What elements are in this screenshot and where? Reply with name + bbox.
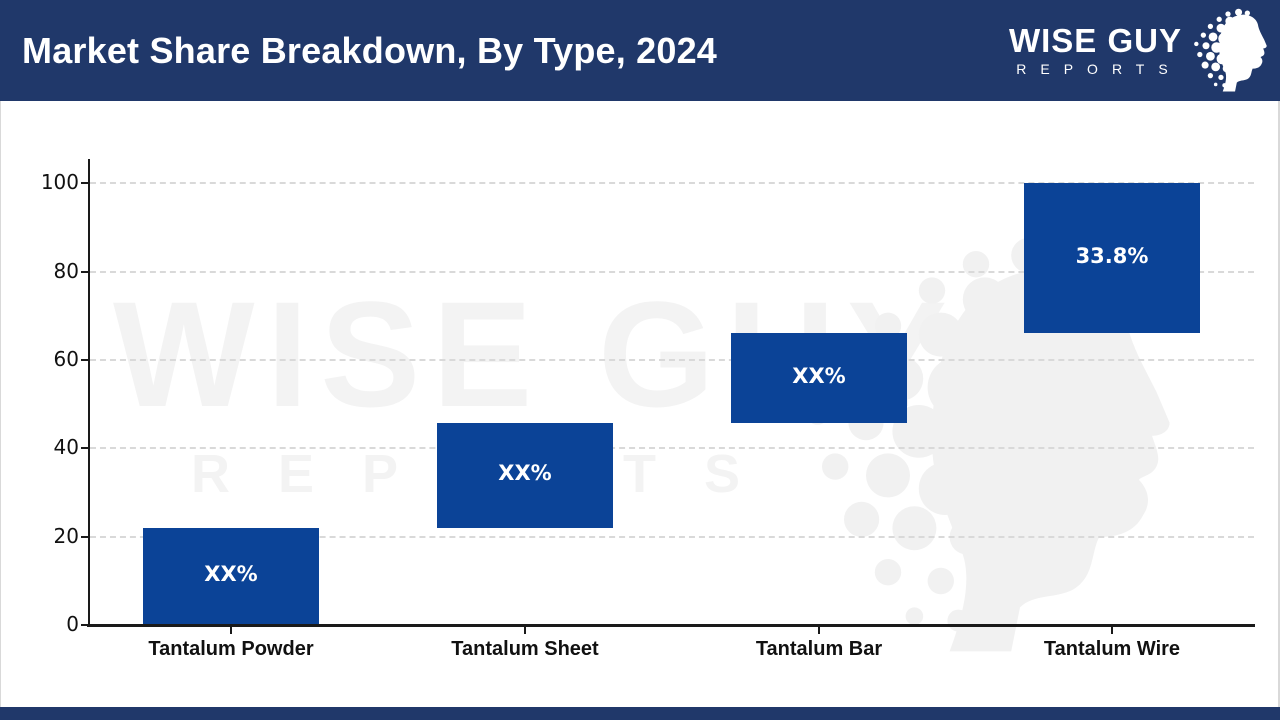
bar-tantalum-sheet	[437, 423, 613, 528]
header-bar: Market Share Breakdown, By Type, 2024 WI…	[0, 0, 1280, 101]
x-tick	[1111, 627, 1113, 634]
y-tick-20	[81, 535, 88, 538]
category-label: Tantalum Powder	[148, 638, 314, 660]
gridline-40	[90, 447, 1254, 450]
y-tick-label: 60	[53, 346, 79, 371]
y-tick-label: 0	[66, 612, 79, 636]
y-tick-label: 80	[53, 258, 79, 283]
y-tick-100	[81, 182, 88, 185]
y-axis-line	[88, 159, 90, 627]
wiseguy-head-icon	[1194, 8, 1267, 91]
bar-tantalum-bar	[731, 332, 907, 424]
gridline-80	[90, 270, 1254, 273]
bar-value-label: XX%	[204, 562, 258, 587]
bar-tantalum-powder	[143, 527, 319, 625]
wiseguy-logo: WISE GUY REPORTS	[1009, 0, 1272, 101]
x-tick	[230, 627, 232, 634]
page-title: Market Share Breakdown, By Type, 2024	[22, 29, 718, 71]
y-tick-label: 20	[53, 523, 79, 548]
logo-text: WISE GUY REPORTS	[1008, 21, 1182, 78]
x-axis-line	[87, 624, 1255, 627]
y-tick-0	[81, 624, 88, 626]
bar-value-label: XX%	[792, 363, 846, 388]
bar-value-label: XX%	[498, 461, 552, 486]
y-tick-label: 40	[53, 435, 79, 460]
logo-wordmark: WISE GUY	[1008, 21, 1182, 59]
gridline-100	[90, 182, 1254, 185]
category-label: Tantalum Wire	[1043, 638, 1181, 660]
footer-bar	[0, 707, 1280, 720]
y-tick-80	[81, 270, 88, 273]
gridline-20	[90, 535, 1254, 538]
category-label: Tantalum Bar	[755, 638, 883, 660]
bar-tantalum-wire	[1024, 183, 1200, 333]
bar-chart: 0 20 40 60 80 100 XX% Tantalum Powder XX% Tantalu…	[1, 101, 1280, 707]
logo-subtitle: REPORTS	[1016, 60, 1182, 77]
bar-value-label: 33.8%	[1075, 243, 1149, 268]
x-tick	[524, 627, 526, 634]
x-tick	[818, 627, 820, 634]
category-label: Tantalum Sheet	[451, 638, 599, 660]
chart-area: WISE GUY REPORTS 020406080100XX%Tantalum…	[0, 101, 1280, 707]
gridline-60	[90, 358, 1254, 361]
y-tick-label: 100	[40, 170, 79, 195]
y-tick-40	[81, 447, 88, 450]
y-tick-60	[81, 358, 88, 361]
